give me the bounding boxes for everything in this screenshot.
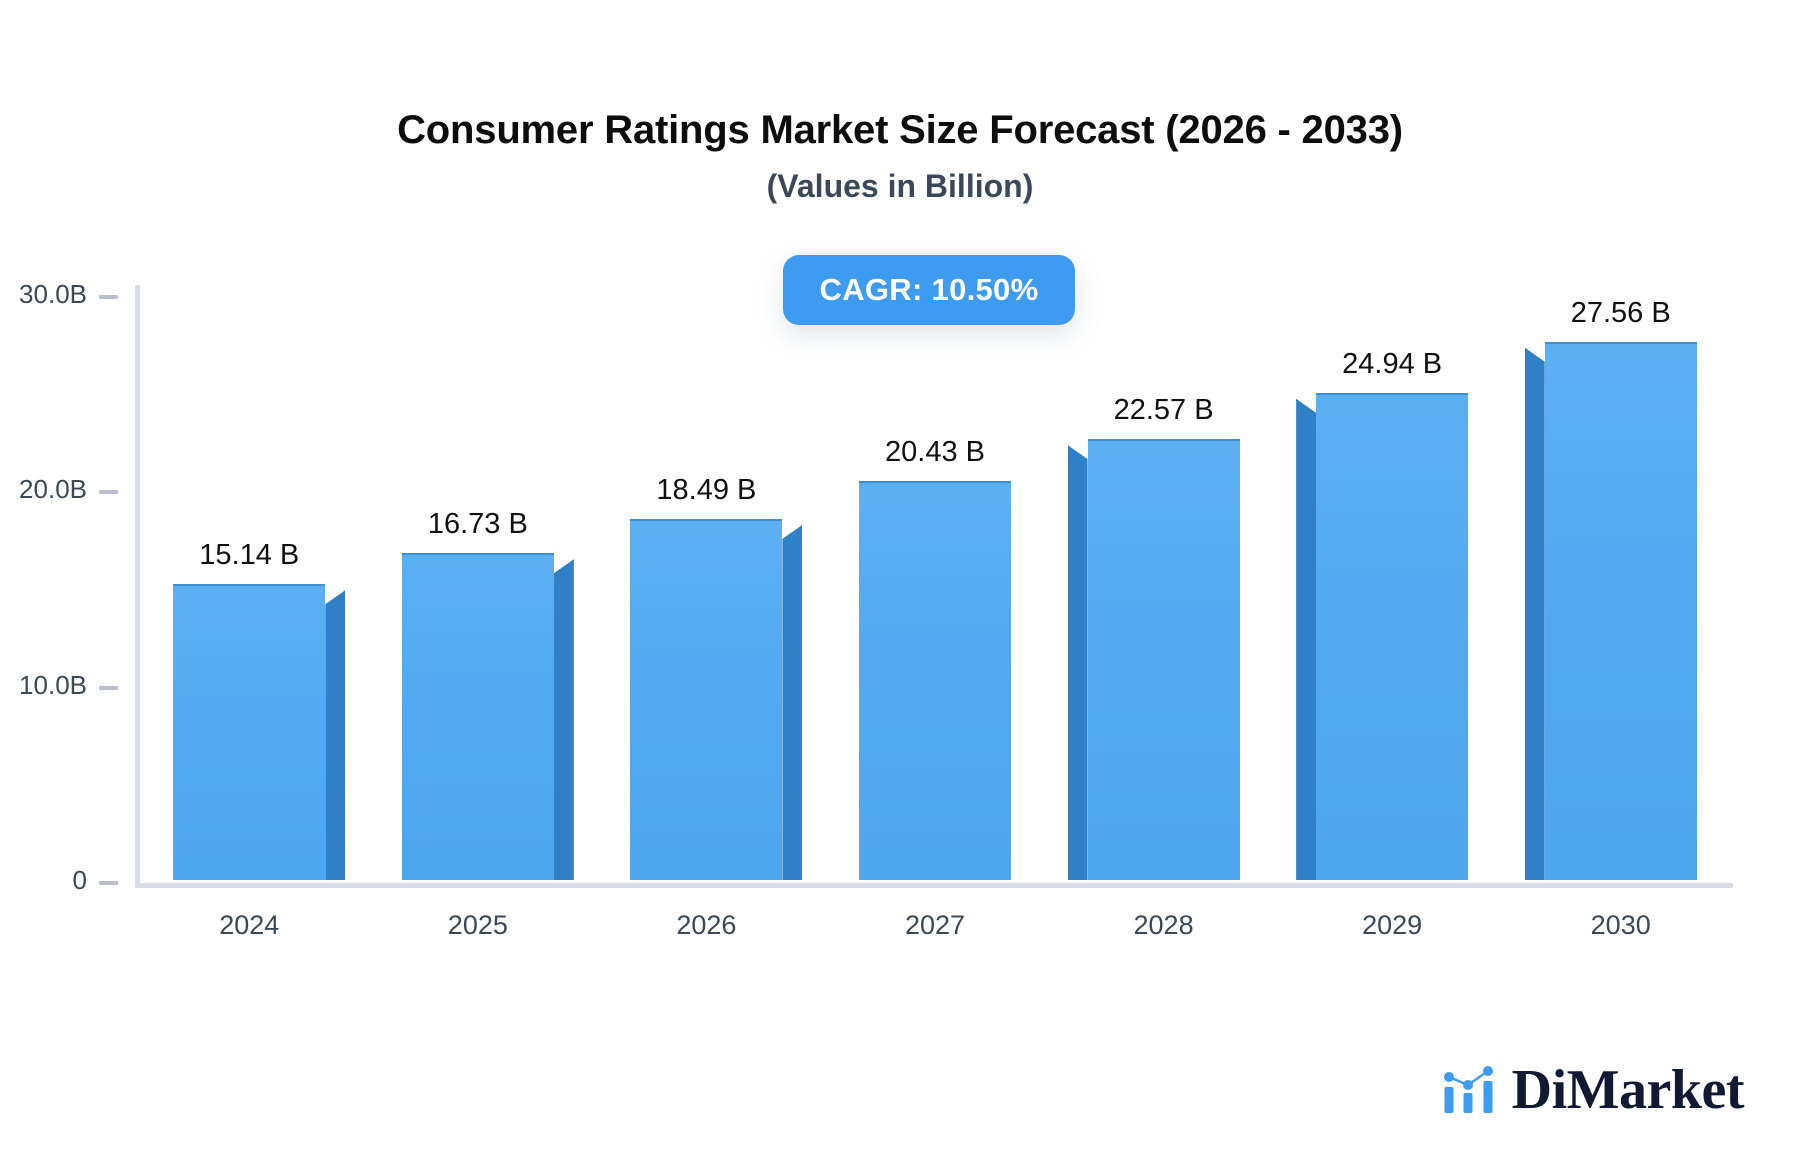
bar-front-face — [1544, 341, 1697, 880]
x-axis-label: 2026 — [676, 910, 737, 940]
y-tick-label: 30.0B — [19, 279, 87, 309]
bar-side-face — [782, 524, 803, 880]
bar-front-face — [173, 584, 326, 880]
x-axis-line — [135, 883, 1733, 888]
bar-chart-logo-icon — [1443, 1066, 1493, 1113]
bar-value-label: 15.14 B — [199, 539, 300, 572]
bar-value-label: 22.57 B — [1113, 394, 1214, 427]
x-axis-label: 2028 — [1133, 910, 1194, 940]
bar-front-face — [859, 480, 1011, 880]
bar-side-face — [1296, 398, 1317, 880]
bar-front-face — [1087, 439, 1240, 880]
y-tick-label: 10.0B — [19, 669, 87, 700]
x-axis-label: 2027 — [904, 910, 966, 940]
chart-subtitle: (Values in Billion) — [766, 168, 1034, 204]
bar-value-label: 16.73 B — [427, 508, 528, 541]
y-tick-label: 20.0B — [19, 474, 87, 505]
bar-side-face — [1524, 347, 1545, 880]
y-tick-mark — [99, 685, 118, 690]
logo-text: DiMarket — [1511, 1059, 1745, 1121]
y-tick-mark — [99, 295, 118, 299]
y-tick-mark — [99, 490, 118, 495]
bar-value-label: 18.49 B — [656, 473, 757, 506]
bar-side-face — [1067, 445, 1088, 880]
x-axis-label: 2030 — [1590, 910, 1651, 940]
x-axis-label: 2024 — [219, 910, 280, 940]
bar-front-face — [401, 553, 554, 880]
page-title: Consumer Ratings Market Size Forecast (2… — [397, 108, 1403, 152]
bar-value-label: 24.94 B — [1342, 347, 1443, 380]
x-axis-label: 2029 — [1362, 910, 1423, 940]
cagr-badge: CAGR: 10.50% — [783, 255, 1075, 325]
bar-side-face — [325, 590, 346, 880]
x-axis-label: 2025 — [447, 910, 508, 940]
plot-area: 0 10.0B 20.0B 30.0B 15.14 B 16.73 B 18.49 B 20… — [19, 279, 1735, 940]
y-tick-mark — [99, 881, 118, 885]
bar-front-face — [630, 518, 783, 880]
y-axis-line — [135, 285, 140, 888]
y-tick-label: 0 — [72, 865, 87, 895]
bar-side-face — [553, 559, 574, 880]
dimarket-logo: DiMarket — [1442, 1059, 1745, 1121]
bar-value-label: 20.43 B — [885, 435, 985, 468]
bar-value-label: 27.56 B — [1570, 296, 1671, 329]
bar-front-face — [1316, 392, 1469, 880]
